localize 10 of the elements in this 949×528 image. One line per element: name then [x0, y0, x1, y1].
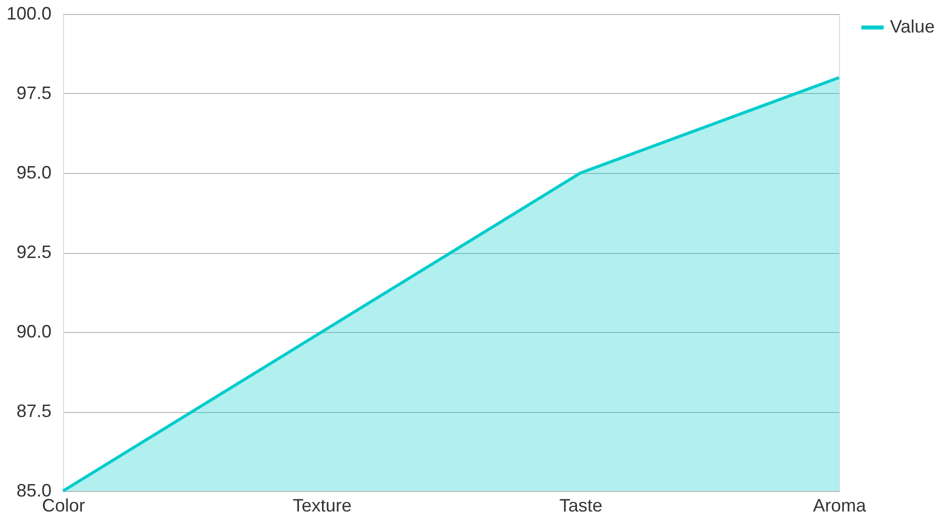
x-tick-label: Taste [559, 496, 602, 516]
y-tick-label: 90.0 [16, 322, 52, 342]
y-tick-label: 95.0 [16, 162, 52, 182]
y-tick-label: 92.5 [16, 242, 52, 262]
x-tick-label: Texture [292, 496, 352, 516]
y-tick-label: 87.5 [16, 401, 52, 421]
x-tick-label: Aroma [812, 496, 867, 516]
y-tick-label: 97.5 [16, 83, 52, 103]
y-tick-label: 100.0 [6, 4, 52, 24]
legend-label: Value [890, 16, 935, 36]
